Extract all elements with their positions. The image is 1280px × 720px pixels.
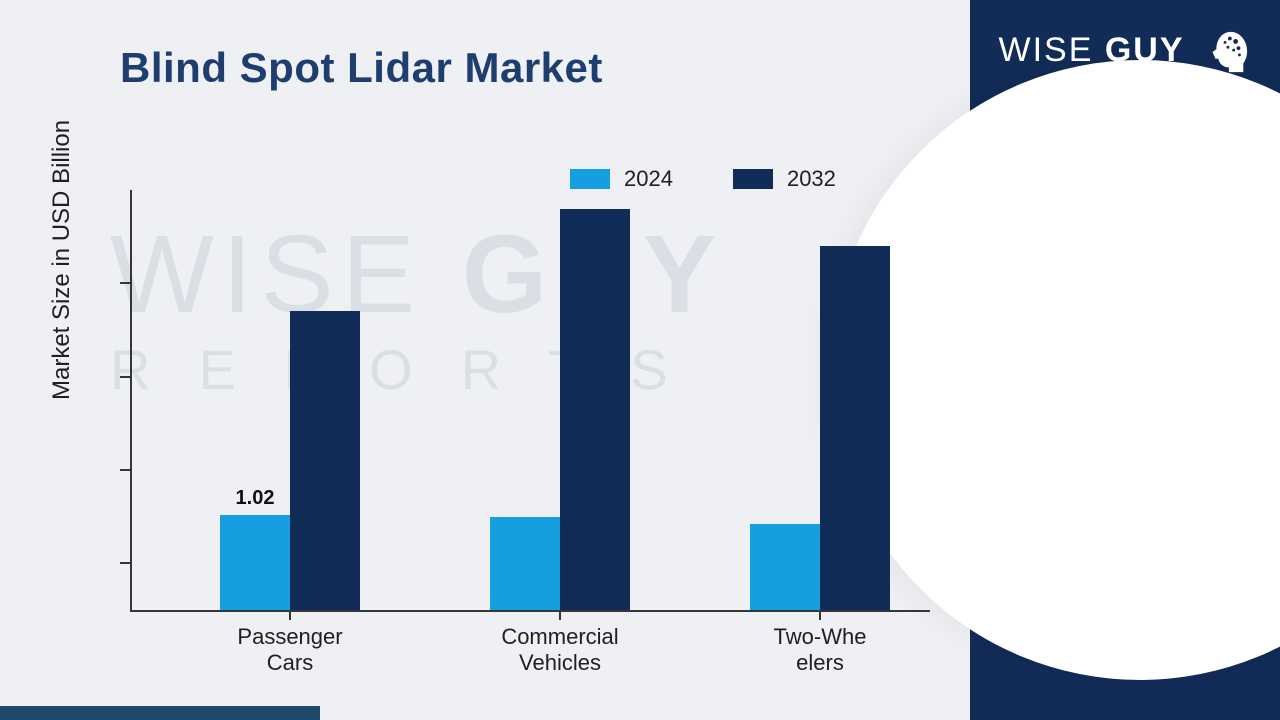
- y-tick: [120, 562, 130, 564]
- x-tick: [559, 610, 561, 620]
- category-label: PassengerCars: [210, 624, 370, 677]
- chart-title: Blind Spot Lidar Market: [120, 44, 603, 92]
- value-label: 1.02: [208, 487, 302, 510]
- y-axis-label: Market Size in USD Billion: [48, 120, 76, 400]
- bar: [290, 311, 360, 610]
- bar: [750, 524, 820, 610]
- legend-label: 2024: [624, 166, 673, 192]
- brand-line1b: GUY: [1105, 31, 1185, 69]
- legend-item: 2032: [733, 166, 836, 192]
- legend-label: 2032: [787, 166, 836, 192]
- bar: [490, 517, 560, 610]
- head-icon: [1202, 28, 1250, 76]
- brand-line2: REPORTS: [999, 82, 1251, 98]
- x-tick: [289, 610, 291, 620]
- bar: [560, 209, 630, 610]
- legend-swatch: [733, 169, 773, 189]
- x-tick: [819, 610, 821, 620]
- y-tick: [120, 376, 130, 378]
- y-tick: [120, 282, 130, 284]
- bar: [820, 246, 890, 610]
- brand-line1a: WISE: [999, 31, 1094, 69]
- legend-swatch: [570, 169, 610, 189]
- legend-item: 2024: [570, 166, 673, 192]
- legend: 2024 2032: [570, 166, 836, 192]
- brand-logo: WISE GUY REPORTS: [999, 28, 1251, 98]
- category-label: CommercialVehicles: [480, 624, 640, 677]
- plot-area: [130, 190, 930, 610]
- category-label: Two-Wheelers: [740, 624, 900, 677]
- bottom-accent-bar: [0, 706, 320, 720]
- chart-canvas: WISE GUY REPORTS Blind Spot Lidar Market…: [0, 0, 1280, 720]
- y-tick: [120, 469, 130, 471]
- x-axis: [130, 610, 930, 612]
- bar: [220, 515, 290, 610]
